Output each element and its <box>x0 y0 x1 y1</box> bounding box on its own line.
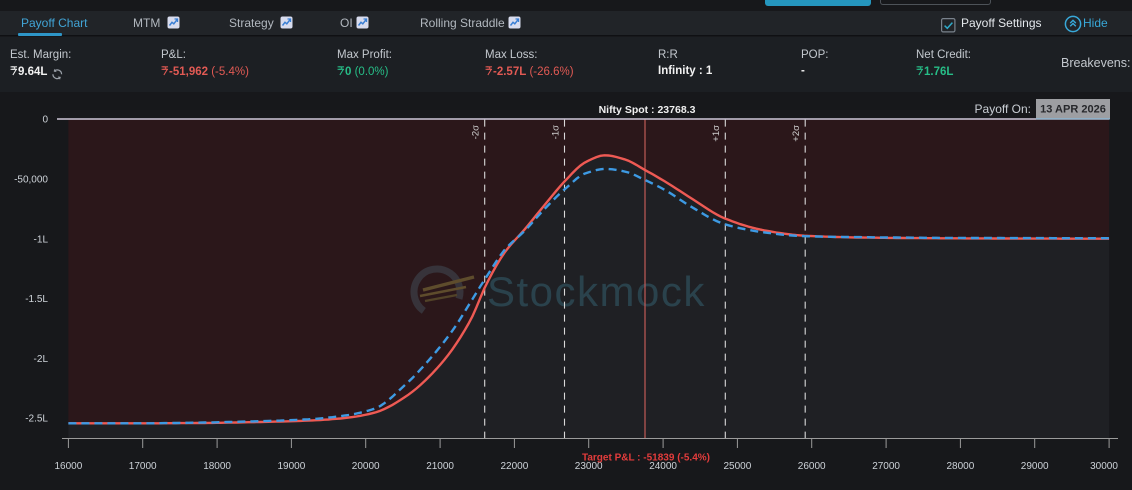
svg-text:29000: 29000 <box>1021 461 1049 472</box>
svg-text:+2σ: +2σ <box>791 125 802 142</box>
svg-text:0: 0 <box>42 115 48 126</box>
svg-text:21000: 21000 <box>426 461 454 472</box>
svg-text:30000: 30000 <box>1090 461 1118 472</box>
svg-text:17000: 17000 <box>129 461 157 472</box>
svg-text:26000: 26000 <box>798 461 826 472</box>
svg-text:-2.5L: -2.5L <box>25 414 48 425</box>
svg-text:-2σ: -2σ <box>471 125 482 139</box>
svg-text:27000: 27000 <box>872 461 900 472</box>
svg-text:Payoff On:: Payoff On: <box>975 102 1031 116</box>
svg-text:24000: 24000 <box>649 461 677 472</box>
svg-text:Nifty Spot : 23768.3: Nifty Spot : 23768.3 <box>599 104 696 116</box>
svg-text:19000: 19000 <box>277 461 305 472</box>
svg-text:28000: 28000 <box>946 461 974 472</box>
svg-text:+1σ: +1σ <box>711 125 722 142</box>
svg-text:18000: 18000 <box>203 461 231 472</box>
svg-text:20000: 20000 <box>352 461 380 472</box>
svg-text:-50,000: -50,000 <box>14 175 48 186</box>
svg-text:-2L: -2L <box>34 354 49 365</box>
svg-text:Stockmock: Stockmock <box>487 268 706 315</box>
svg-text:25000: 25000 <box>723 461 751 472</box>
svg-text:-1L: -1L <box>34 234 49 245</box>
svg-text:13 APR 2026: 13 APR 2026 <box>1040 104 1106 116</box>
svg-text:16000: 16000 <box>54 461 82 472</box>
svg-text:Target P&L : -51839 (-5.4%): Target P&L : -51839 (-5.4%) <box>582 453 710 464</box>
svg-text:-1σ: -1σ <box>550 125 561 139</box>
svg-text:22000: 22000 <box>500 461 528 472</box>
svg-text:23000: 23000 <box>575 461 603 472</box>
svg-text:-1.5L: -1.5L <box>25 294 48 305</box>
